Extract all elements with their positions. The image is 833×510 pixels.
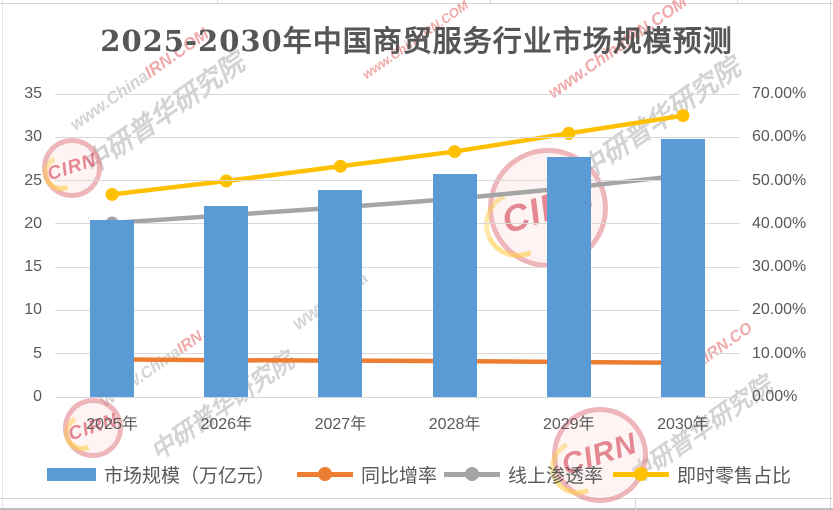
- legend-label: 线上渗透率: [508, 465, 604, 487]
- bar-2027年[interactable]: [318, 190, 363, 397]
- left-axis-tick-label: 25: [24, 171, 42, 189]
- excel-gridline: [0, 3, 833, 4]
- right-axis-tick-label: 10.00%: [752, 344, 807, 362]
- plot-area: [55, 93, 740, 398]
- line-series-即时零售占比[interactable]: [111, 113, 684, 197]
- bar-2025年[interactable]: [90, 220, 135, 397]
- plot-gridline: [55, 353, 740, 355]
- marker-即时零售占比-2029年[interactable]: [562, 126, 576, 140]
- bar-2028年[interactable]: [432, 173, 477, 397]
- left-axis-tick-label: 35: [24, 85, 42, 102]
- category-label: 2029年: [542, 416, 595, 433]
- legend-swatch-line: [613, 467, 669, 481]
- category-label: 2026年: [200, 416, 253, 433]
- excel-gridline: [0, 508, 833, 510]
- left-axis-tick-label: 15: [24, 258, 42, 276]
- plot-gridline: [55, 223, 740, 225]
- right-axis-tick-label: 50.00%: [752, 171, 807, 189]
- bar-2030年[interactable]: [660, 139, 705, 397]
- legend-swatch-line-marker: [465, 467, 479, 481]
- line-series-同比增率[interactable]: [112, 357, 683, 366]
- right-axis-tick-label: 40.00%: [752, 214, 807, 232]
- plot-gridline: [55, 266, 740, 268]
- left-axis-tick-label: 0: [33, 388, 42, 405]
- line-series-layer: [105, 109, 690, 370]
- excel-gridline: [830, 0, 831, 510]
- legend-item-即时零售占比[interactable]: 即时零售占比: [613, 460, 791, 488]
- legend-label: 即时零售占比: [677, 465, 792, 487]
- chart-title[interactable]: 2025-2030年中国商贸服务行业市场规模预测: [100, 24, 733, 58]
- category-label: 2025年: [86, 416, 138, 433]
- legend-swatch-line-marker: [318, 467, 332, 481]
- right-axis-tick-label: 70.00%: [752, 85, 807, 102]
- excel-gridline: [217, 0, 218, 4]
- plot-gridline: [55, 93, 740, 95]
- excel-gridline: [2, 0, 3, 510]
- marker-即时零售占比-2025年[interactable]: [105, 187, 119, 201]
- chart-legend: 市场规模（万亿元） 同比增率 线上渗透率 即时零售占比: [0, 460, 833, 490]
- plot-gridline: [55, 136, 740, 138]
- legend-swatch-line: [297, 467, 353, 481]
- left-axis-tick-label: 5: [33, 344, 42, 362]
- legend-label: 市场规模（万亿元）: [104, 465, 276, 487]
- marker-即时零售占比-2030年[interactable]: [676, 109, 690, 123]
- legend-label: 同比增率: [361, 465, 438, 487]
- plot-gridline: [55, 309, 740, 311]
- legend-item-同比增率[interactable]: 同比增率: [297, 460, 437, 488]
- legend-swatch-bar: [47, 467, 96, 481]
- right-axis-tick-label: 0.00%: [752, 388, 798, 405]
- excel-gridline: [635, 498, 636, 510]
- category-axis[interactable]: 2025年 2026年 2027年 2028年 2029年 2030年: [0, 410, 833, 434]
- legend-item-线上渗透率[interactable]: 线上渗透率: [444, 460, 603, 488]
- bar-2029年[interactable]: [546, 157, 591, 397]
- category-label: 2030年: [657, 416, 709, 433]
- right-axis-tick-label: 20.00%: [752, 301, 807, 319]
- legend-swatch-line-marker: [634, 467, 648, 481]
- category-label: 2027年: [314, 416, 367, 433]
- marker-即时零售占比-2027年[interactable]: [333, 159, 347, 173]
- left-axis-tick-label: 30: [24, 128, 42, 146]
- marker-即时零售占比-2028年[interactable]: [448, 145, 462, 159]
- category-label: 2028年: [428, 416, 481, 433]
- legend-item-市场规模（万亿元）[interactable]: 市场规模（万亿元）: [47, 460, 275, 488]
- right-axis-tick-label: 30.00%: [752, 258, 807, 276]
- excel-gridline: [0, 498, 833, 499]
- left-axis-tick-label: 20: [24, 214, 42, 232]
- excel-gridline: [737, 0, 738, 4]
- right-axis-tick-label: 60.00%: [752, 128, 807, 146]
- excel-gridline: [490, 0, 491, 4]
- plot-gridline: [55, 180, 740, 182]
- legend-swatch-line: [444, 467, 500, 481]
- plot-gridline: [55, 396, 740, 398]
- left-axis-tick-label: 10: [24, 301, 42, 319]
- bar-2026年[interactable]: [204, 205, 249, 397]
